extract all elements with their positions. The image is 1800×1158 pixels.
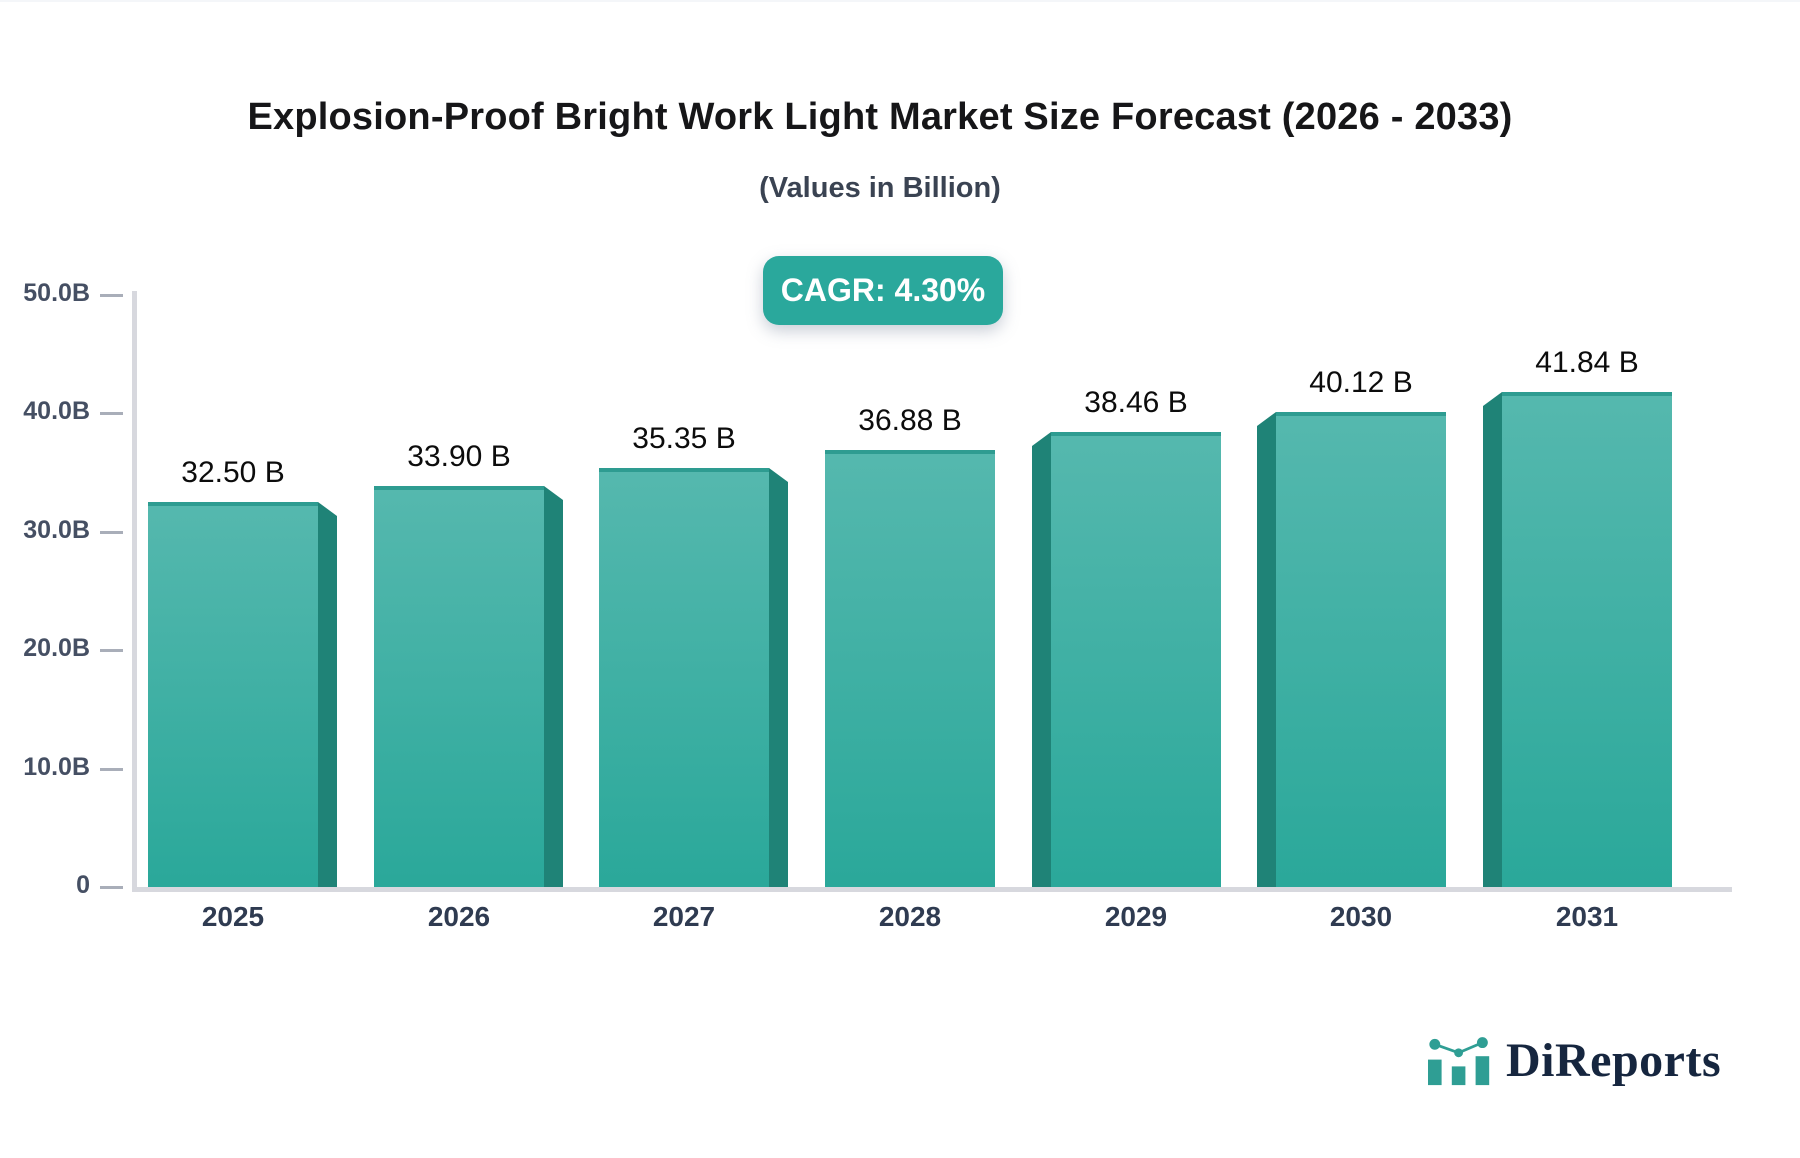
bar-2028 <box>825 450 995 887</box>
bar-value-label: 32.50 B <box>181 456 285 489</box>
y-tick-mark <box>100 649 123 653</box>
chart-subtitle: (Values in Billion) <box>759 172 1001 204</box>
y-tick-mark <box>100 412 123 416</box>
cagr-badge: CAGR: 4.30% <box>763 256 1003 325</box>
bar-value-label: 41.84 B <box>1535 346 1639 379</box>
bar-value-label: 38.46 B <box>1084 386 1188 419</box>
logo-text: DiReports <box>1506 1033 1722 1087</box>
bar-2025 <box>148 502 318 887</box>
bar-side-3d <box>769 468 788 887</box>
direports-logo: DiReports <box>1428 1028 1721 1092</box>
y-tick-mark <box>100 886 123 889</box>
bar-2027 <box>599 468 769 887</box>
bar-side-3d <box>1032 432 1051 887</box>
bar-2029 <box>1051 432 1221 887</box>
bar-side-3d <box>318 502 337 887</box>
bar-side-3d <box>544 486 563 887</box>
y-tick-label: 10.0B <box>23 752 90 781</box>
y-tick-mark <box>100 294 123 297</box>
y-axis-line <box>132 291 137 892</box>
y-tick-label: 20.0B <box>23 634 90 663</box>
bar-2030 <box>1276 412 1446 887</box>
logo-chart-icon <box>1428 1037 1490 1086</box>
bar-value-label: 35.35 B <box>632 422 736 455</box>
bar-side-3d <box>1483 392 1502 887</box>
chart-title: Explosion-Proof Bright Work Light Market… <box>247 96 1513 138</box>
x-axis-label-2031: 2031 <box>1555 901 1619 932</box>
x-axis-baseline <box>132 887 1732 892</box>
x-axis-label-2027: 2027 <box>652 901 716 932</box>
y-tick-label: 50.0B <box>23 279 90 307</box>
bar-2026 <box>374 486 544 887</box>
cagr-label: CAGR: 4.30% <box>780 272 986 308</box>
x-axis-label-2025: 2025 <box>201 901 265 932</box>
y-tick-label: 40.0B <box>23 397 90 426</box>
y-tick-label: 0 <box>76 871 90 899</box>
x-axis-label-2026: 2026 <box>427 901 491 932</box>
bar-2031 <box>1502 392 1672 887</box>
bar-value-label: 33.90 B <box>407 440 511 473</box>
bar-value-label: 36.88 B <box>858 404 962 437</box>
x-axis-label-2030: 2030 <box>1329 901 1393 932</box>
y-tick-mark <box>100 530 123 534</box>
y-tick-mark <box>100 767 123 771</box>
bar-value-label: 40.12 B <box>1309 366 1413 399</box>
x-axis-label-2028: 2028 <box>878 901 942 932</box>
x-axis-label-2029: 2029 <box>1104 901 1168 932</box>
y-tick-label: 30.0B <box>23 515 90 544</box>
bar-side-3d <box>1257 412 1276 887</box>
